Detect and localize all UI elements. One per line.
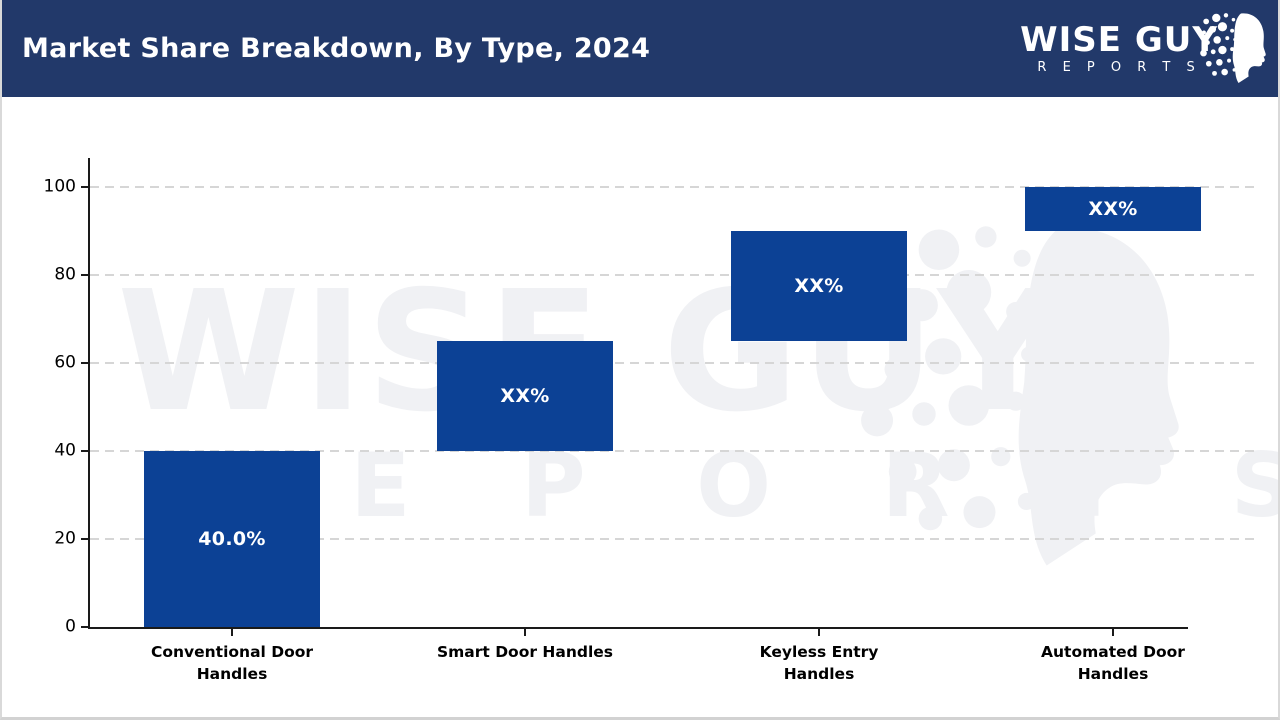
y-axis-tick [81,274,90,276]
brand-logo-text: WISE GUY R E P O R T S [1020,23,1218,74]
y-axis-tick [81,362,90,364]
bar-value-label: 40.0% [198,528,266,550]
category-label: Automated Door Handles [1041,643,1185,683]
x-axis-spine [88,627,1188,629]
y-axis-tick [81,626,90,628]
y-axis-tick [81,450,90,452]
y-axis-tick [81,538,90,540]
gridline [90,450,1260,452]
brand-subtitle: R E P O R T S [1037,60,1201,75]
y-tick-label: 20 [54,528,76,549]
y-axis-tick [81,186,90,188]
gridline [90,362,1260,364]
bar-segment: XX% [731,231,907,341]
app-header: Market Share Breakdown, By Type, 2024 WI… [2,0,1278,97]
bar-value-label: XX% [794,275,844,297]
x-axis-tick [231,627,233,636]
bar-segment: XX% [1025,187,1201,231]
x-axis-tick [818,627,820,636]
y-tick-label: 100 [43,176,76,197]
y-tick-label: 60 [54,352,76,373]
category-label: Smart Door Handles [436,643,614,661]
category-label: Conventional Door Handles [150,643,314,683]
category-label: Keyless Entry Handles [759,643,879,683]
page-title: Market Share Breakdown, By Type, 2024 [22,33,651,64]
y-tick-label: 40 [54,440,76,461]
gridline [90,186,1260,188]
waterfall-chart: 0 20 40 60 80 100 40.0% Conventional Door Handl… [2,97,1278,717]
bar-segment: XX% [437,341,613,451]
brand-name: WISE GUY [1020,20,1218,60]
y-tick-label: 0 [65,616,76,637]
brand-logo: WISE GUY R E P O R T S [1020,12,1266,85]
bar-value-label: XX% [1088,198,1138,220]
y-axis-spine [88,158,90,629]
bar-segment: 40.0% [144,451,320,627]
bar-value-label: XX% [500,385,550,407]
y-tick-label: 80 [54,264,76,285]
gridline [90,538,1260,540]
gridline [90,274,1260,276]
x-axis-tick [524,627,526,636]
x-axis-tick [1112,627,1114,636]
